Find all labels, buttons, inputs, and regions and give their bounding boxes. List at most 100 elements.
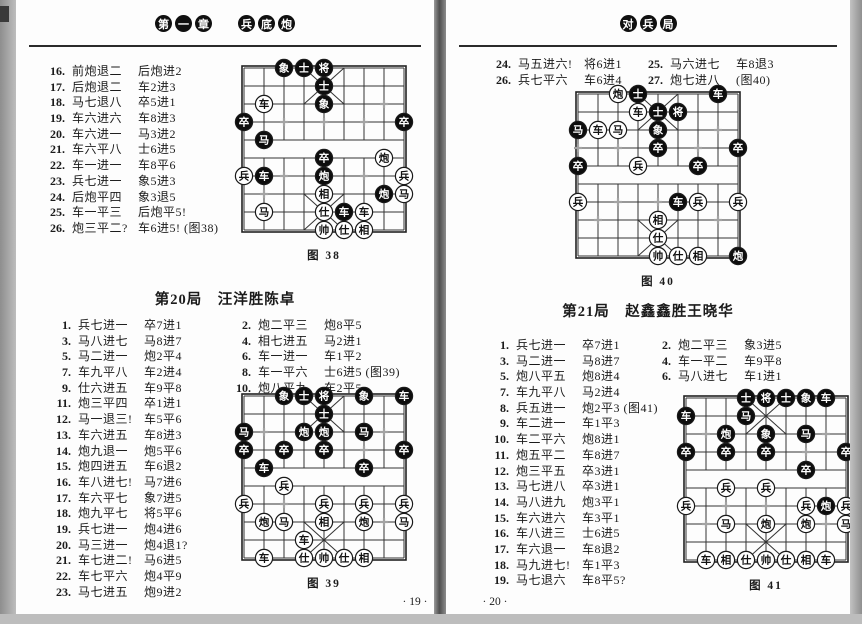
svg-text:炮: 炮 — [760, 518, 772, 531]
section-header: 对兵局 — [446, 15, 850, 32]
svg-text:将: 将 — [761, 392, 772, 405]
move-line: 5. 炮八平五 炮8进4 — [500, 369, 621, 384]
figure-caption: 图 38 — [307, 250, 341, 262]
header-rule — [29, 45, 421, 47]
svg-text:卒: 卒 — [319, 444, 330, 457]
game-title: 第20局 汪洋胜陈卓 — [154, 292, 296, 308]
svg-text:卒: 卒 — [653, 142, 664, 155]
svg-text:仕: 仕 — [780, 554, 792, 567]
svg-text:兵: 兵 — [239, 170, 250, 183]
svg-text:帅: 帅 — [653, 250, 664, 263]
move-line: 18. 马九进七! 车1平3 — [494, 557, 621, 572]
svg-text:相: 相 — [359, 552, 370, 565]
svg-text:车: 车 — [633, 106, 644, 119]
svg-text:士: 士 — [781, 392, 792, 405]
scan-edge-left — [0, 0, 16, 624]
svg-text:车: 车 — [399, 390, 410, 403]
scan-corner-mark — [0, 6, 9, 22]
svg-text:车: 车 — [701, 554, 712, 567]
svg-text:仕: 仕 — [652, 232, 664, 245]
svg-text:象: 象 — [279, 62, 290, 75]
svg-text:马: 马 — [259, 135, 270, 147]
svg-text:车: 车 — [593, 124, 604, 137]
move-line: 24. 马五进六! 将6进1 — [496, 57, 623, 71]
move-line: 19. 车六进六 车8进3 — [50, 111, 177, 126]
board-diagram: 象士将士车象卒卒马卒炮兵车炮兵相炮马马仕车车帅仕相 — [234, 58, 414, 245]
svg-text:卒: 卒 — [319, 152, 330, 165]
move-line: 1. 兵七进一 卒7进1 — [62, 318, 183, 332]
board-diagram: 士将士象车车马炮象马卒卒卒卒卒兵兵兵兵炮兵马炮炮马车相仕帅仕相车 — [676, 388, 856, 575]
svg-text:兵: 兵 — [801, 500, 812, 513]
move-line: 25. 车一平三 后炮平5! — [50, 205, 187, 220]
move-line: 16. 车八进七! 马7进6 — [56, 474, 183, 489]
svg-text:仕: 仕 — [740, 554, 752, 567]
svg-text:车: 车 — [821, 554, 832, 567]
move-line: 20. 车六进一 马3进2 — [50, 126, 177, 141]
svg-text:卒: 卒 — [841, 446, 852, 459]
move-line: 10.炮八平九车2平5 — [236, 380, 363, 395]
svg-text:炮: 炮 — [720, 428, 732, 441]
svg-text:车: 车 — [673, 196, 684, 209]
svg-text:帅: 帅 — [319, 224, 330, 237]
svg-text:兵: 兵 — [721, 482, 732, 495]
svg-text:车: 车 — [681, 410, 692, 423]
move-line: 8. 车一平六 士6进5 (图39) — [242, 365, 400, 380]
svg-text:象: 象 — [279, 390, 290, 403]
move-list-col2: 2. 炮二平三 象3进5 4. 车一平二 车9平8 6. 马八进七 车1进1 — [646, 338, 782, 385]
move-line: 25. 马六进七 车8退3 — [648, 57, 775, 71]
scan-edge-bottom — [0, 614, 862, 624]
svg-text:相: 相 — [319, 188, 330, 201]
move-line: 23. 兵七进一 象5进3 — [50, 173, 177, 188]
move-line: 10. 车二平六 炮8进1 — [494, 432, 621, 447]
move-line: 13. 车六进五 车8进3 — [56, 427, 183, 442]
move-list-col1: 1. 兵七进一 卒7进1 3. 马二进一 马8进7 5. 炮八平五 炮8进4 7. 车九平八 马2进4… — [484, 338, 658, 589]
move-line: 9. 仕六进五 车9平8 — [62, 380, 183, 395]
svg-text:炮: 炮 — [378, 152, 390, 165]
svg-text:象: 象 — [359, 390, 370, 403]
move-line: 26. 兵七平六 车6进4 — [496, 72, 623, 87]
svg-text:兵: 兵 — [239, 498, 250, 511]
svg-text:马: 马 — [359, 427, 370, 439]
svg-text:车: 车 — [259, 98, 270, 111]
svg-text:炮: 炮 — [258, 516, 270, 529]
left-page: 第一章兵底炮 16. 前炮退二 后炮进2 17. 后炮退二 车2进3 18. 马七退八 卒5进1… — [16, 0, 434, 618]
move-line: 3. 马二进一 马8进7 — [500, 353, 621, 368]
board-diagram: 炮士车车士将马车马象卒卒卒兵卒兵车兵兵相仕帅仕相炮 — [568, 84, 748, 271]
svg-text:车: 车 — [713, 88, 724, 101]
header-char: 兵 — [639, 15, 657, 32]
svg-text:马: 马 — [721, 519, 732, 531]
move-line: 19. 马七退六 车8平5? — [494, 573, 626, 588]
svg-text:兵: 兵 — [319, 498, 330, 511]
header-char: 一 — [175, 15, 192, 32]
svg-text:将: 将 — [673, 106, 684, 119]
move-line: 24. 后炮平四 象3退5 — [50, 189, 177, 204]
svg-text:车: 车 — [259, 170, 270, 183]
header-rule — [459, 45, 837, 47]
svg-text:马: 马 — [279, 517, 290, 529]
move-line: 12. 马一退三! 车5平6 — [56, 412, 183, 427]
move-line: 2. 炮二平三 炮8平5 — [242, 318, 363, 332]
svg-text:帅: 帅 — [319, 552, 330, 565]
move-line: 6. 车一进一 车1平2 — [242, 349, 363, 364]
move-line: 12. 炮三平五 卒3进1 — [494, 463, 621, 478]
game-title: 第21局 赵鑫鑫胜王晓华 — [562, 304, 734, 320]
svg-text:炮: 炮 — [318, 426, 330, 439]
svg-text:炮: 炮 — [820, 500, 832, 513]
svg-text:士: 士 — [299, 390, 310, 403]
svg-text:兵: 兵 — [761, 482, 772, 495]
move-line: 11. 炮三平四 卒1进1 — [56, 396, 183, 411]
move-line: 22. 车七平六 炮4平9 — [56, 569, 183, 583]
page-number: · 19 · — [402, 596, 428, 608]
svg-text:卒: 卒 — [681, 446, 692, 459]
scan-edge-right — [850, 0, 862, 624]
move-line: 14. 炮九退一 炮5平6 — [56, 443, 183, 458]
svg-text:马: 马 — [741, 411, 752, 423]
svg-text:仕: 仕 — [672, 250, 684, 263]
svg-text:马: 马 — [573, 125, 584, 137]
move-line: 19. 兵七进一 炮4进6 — [56, 521, 183, 536]
svg-text:卒: 卒 — [399, 116, 410, 129]
svg-text:仕: 仕 — [338, 224, 350, 237]
svg-text:卒: 卒 — [693, 160, 704, 173]
svg-text:兵: 兵 — [733, 196, 744, 209]
